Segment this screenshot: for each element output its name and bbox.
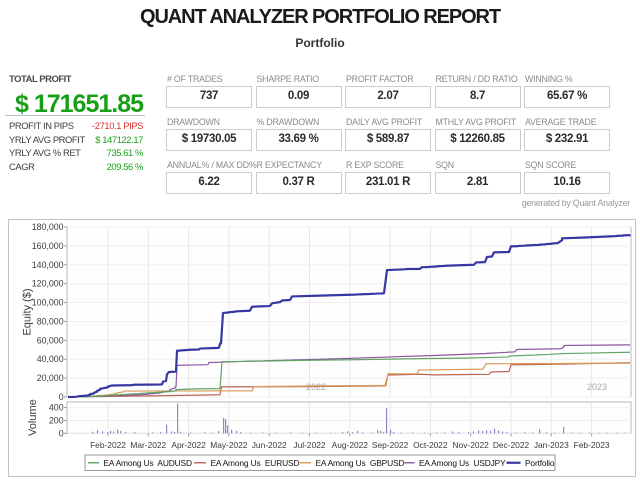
svg-text:May-2022: May-2022 xyxy=(210,440,248,450)
svg-text:Jun-2022: Jun-2022 xyxy=(252,440,287,450)
svg-text:Oct-2022: Oct-2022 xyxy=(413,440,448,450)
svg-text:80,000: 80,000 xyxy=(37,316,64,326)
svg-text:60,000: 60,000 xyxy=(37,335,64,345)
svg-text:Portfolio: Portfolio xyxy=(525,458,555,468)
svg-text:EA Among Us AUDUSD: EA Among Us AUDUSD xyxy=(104,458,192,468)
svg-text:20,000: 20,000 xyxy=(37,373,64,383)
svg-text:Feb-2023: Feb-2023 xyxy=(574,440,610,450)
svg-text:180,000: 180,000 xyxy=(32,222,64,232)
svg-text:Apr-2022: Apr-2022 xyxy=(171,440,206,450)
svg-text:40,000: 40,000 xyxy=(37,354,64,364)
svg-text:EA Among Us USDJPY: EA Among Us USDJPY xyxy=(419,458,506,468)
svg-text:400: 400 xyxy=(49,403,64,413)
svg-text:0: 0 xyxy=(59,428,64,438)
svg-text:Nov-2022: Nov-2022 xyxy=(453,440,490,450)
svg-text:200: 200 xyxy=(49,415,64,425)
svg-text:140,000: 140,000 xyxy=(32,260,64,270)
svg-text:Jan-2023: Jan-2023 xyxy=(534,440,569,450)
svg-text:Jul-2022: Jul-2022 xyxy=(293,440,325,450)
svg-text:100,000: 100,000 xyxy=(32,298,64,308)
svg-text:Aug-2022: Aug-2022 xyxy=(332,440,369,450)
svg-text:0: 0 xyxy=(59,392,64,402)
svg-text:160,000: 160,000 xyxy=(32,241,64,251)
svg-text:EA Among Us EURUSD: EA Among Us EURUSD xyxy=(211,458,300,468)
svg-text:Dec-2022: Dec-2022 xyxy=(493,440,530,450)
svg-text:120,000: 120,000 xyxy=(32,279,64,289)
svg-text:Volume: Volume xyxy=(27,399,39,436)
svg-text:Feb-2022: Feb-2022 xyxy=(90,440,126,450)
svg-text:2023: 2023 xyxy=(587,382,607,392)
svg-text:Mar-2022: Mar-2022 xyxy=(130,440,166,450)
svg-text:Sep-2022: Sep-2022 xyxy=(372,440,409,450)
svg-text:EA Among Us GBPUSD: EA Among Us GBPUSD xyxy=(316,458,405,468)
svg-text:Equity ($): Equity ($) xyxy=(22,288,34,335)
